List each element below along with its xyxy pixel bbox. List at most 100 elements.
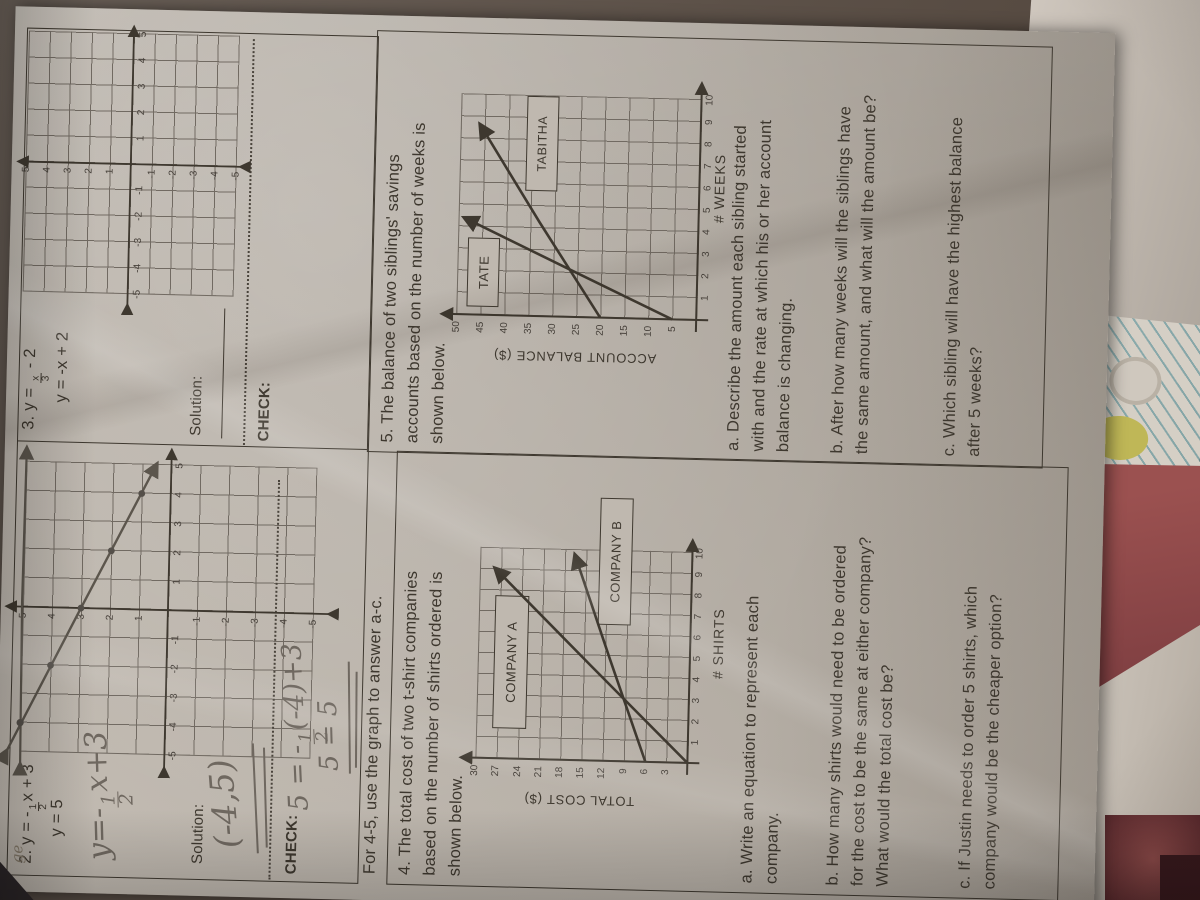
tick-label: 1 — [689, 739, 701, 746]
tick-label: 5 — [20, 166, 32, 173]
company-a-label-box: COMPANY A — [492, 595, 530, 729]
tick-label: -2 — [220, 617, 232, 627]
tick-label: -5 — [307, 619, 319, 629]
tick-label: 4 — [41, 166, 53, 173]
tick-label: -3 — [188, 170, 200, 180]
instructions-4-5: For 4-5, use the graph to answer a-c. — [360, 595, 386, 875]
tick-label: 12 — [596, 767, 608, 780]
problem2-check-label: CHECK: — [282, 814, 301, 875]
tick-label: -5 — [230, 171, 242, 181]
tick-label: 3 — [690, 697, 702, 704]
question-5b: b. After how many weeks will the sibling… — [825, 94, 884, 455]
tshirt-y-tick-labels: 3 6 9 12 15 18 21 24 27 30 — [464, 761, 677, 790]
tick-label: 40 — [498, 322, 510, 334]
corner-shadow — [1160, 855, 1200, 900]
company-b-label-box: COMPANY B — [597, 497, 634, 626]
tick-label: 1 — [104, 168, 116, 175]
tick-label: 35 — [522, 322, 534, 335]
tick-label: -3 — [132, 237, 144, 247]
problem2-equation2: y = 5 — [47, 799, 67, 837]
numerator: x — [30, 375, 42, 381]
eq-text: - 2 — [20, 348, 40, 374]
tick-label: -2 — [169, 664, 181, 674]
tick-label: 6 — [638, 768, 650, 775]
tick-label: 2 — [104, 614, 116, 621]
tick-label: 5 — [17, 612, 29, 619]
tick-label: 7 — [692, 613, 704, 620]
tick-label: 3 — [75, 613, 87, 620]
tabitha-label-box: TABITHA — [525, 95, 560, 192]
problem3-equation2: y = -x + 2 — [51, 331, 72, 403]
handwritten-check-line2: 5 = 5 — [312, 699, 345, 772]
tick-label: 1 — [135, 135, 147, 142]
tick-label: 2 — [690, 718, 702, 725]
handwritten-equation: y=- 1 2 x+3 — [78, 730, 138, 861]
numerator: 1 — [27, 803, 39, 810]
tick-label: -5 — [131, 289, 143, 299]
tick-label: 21 — [532, 766, 544, 778]
tick-label: 4 — [173, 491, 185, 498]
hw-text: y=- — [80, 807, 118, 861]
question-5a: a. Describe the amount each sibling star… — [721, 119, 804, 453]
tick-label: 2 — [172, 549, 184, 556]
tick-label: -4 — [132, 263, 144, 273]
tick-label: 4 — [137, 57, 149, 64]
tick-label: 20 — [594, 324, 606, 336]
tick-label: 10 — [642, 325, 654, 338]
tick-label — [153, 613, 183, 638]
question-4c: c. If Justin needs to order 5 shirts, wh… — [952, 586, 1009, 890]
tick-label: 1 — [171, 578, 183, 585]
tick-label: 3 — [659, 769, 672, 776]
tick-label: -3 — [168, 693, 180, 703]
tick-label: -1 — [146, 169, 158, 179]
tick-label: -4 — [167, 722, 180, 732]
tick-label: 5 — [691, 655, 703, 662]
tshirt-x-axis-label: # SHIRTS — [709, 608, 728, 680]
tick-label: -3 — [249, 618, 261, 628]
tick-label — [120, 166, 142, 191]
tick-label: 45 — [474, 321, 486, 333]
circle-shape — [1107, 354, 1164, 408]
tick-label: -2 — [167, 170, 179, 180]
hw-text: x+3 — [78, 730, 116, 793]
tick-label: 3 — [136, 83, 148, 90]
problem5-intro: 5. The balance of two siblings' savings a… — [375, 121, 458, 444]
tick-label: 8 — [693, 592, 705, 599]
tick-label: -5 — [167, 751, 179, 761]
question-4b: b. How many shirts would need to be orde… — [820, 536, 904, 887]
tick-label: 9 — [617, 768, 629, 775]
hw-text: 5 = - — [280, 744, 315, 812]
tick-label: 6 — [692, 634, 704, 641]
tick-label: 4 — [46, 613, 58, 620]
tick-label: 2 — [700, 273, 712, 280]
tick-label: 5 — [137, 31, 150, 38]
tick-label: 30 — [469, 764, 481, 776]
denominator: 2 — [116, 790, 138, 808]
tick-label: 3 — [172, 520, 185, 527]
problem3-check-label: CHECK: — [255, 381, 274, 442]
tick-label: 3 — [62, 167, 74, 174]
tick-label: 5 — [174, 463, 186, 469]
tick-label: 5 — [666, 326, 678, 333]
problem4-intro: 4. The total cost of two t-shirt compani… — [393, 571, 475, 877]
tick-label: 15 — [575, 767, 587, 779]
eq-text: 3. y = — [19, 382, 39, 430]
tick-label: -2 — [133, 211, 145, 221]
tick-label: 1 — [133, 615, 145, 622]
tick-label: 30 — [546, 323, 558, 335]
tick-label: -1 — [191, 616, 203, 626]
tick-label: 18 — [553, 766, 566, 779]
eq-text: x + 3 — [18, 763, 38, 802]
hw-text: (-4)+3 — [276, 642, 312, 731]
tick-label: 27 — [490, 765, 502, 777]
numerator: 1 — [97, 793, 120, 806]
tick-label: 4 — [691, 676, 703, 683]
tick-label: 25 — [570, 323, 582, 336]
tick-label: 10 — [694, 547, 706, 560]
